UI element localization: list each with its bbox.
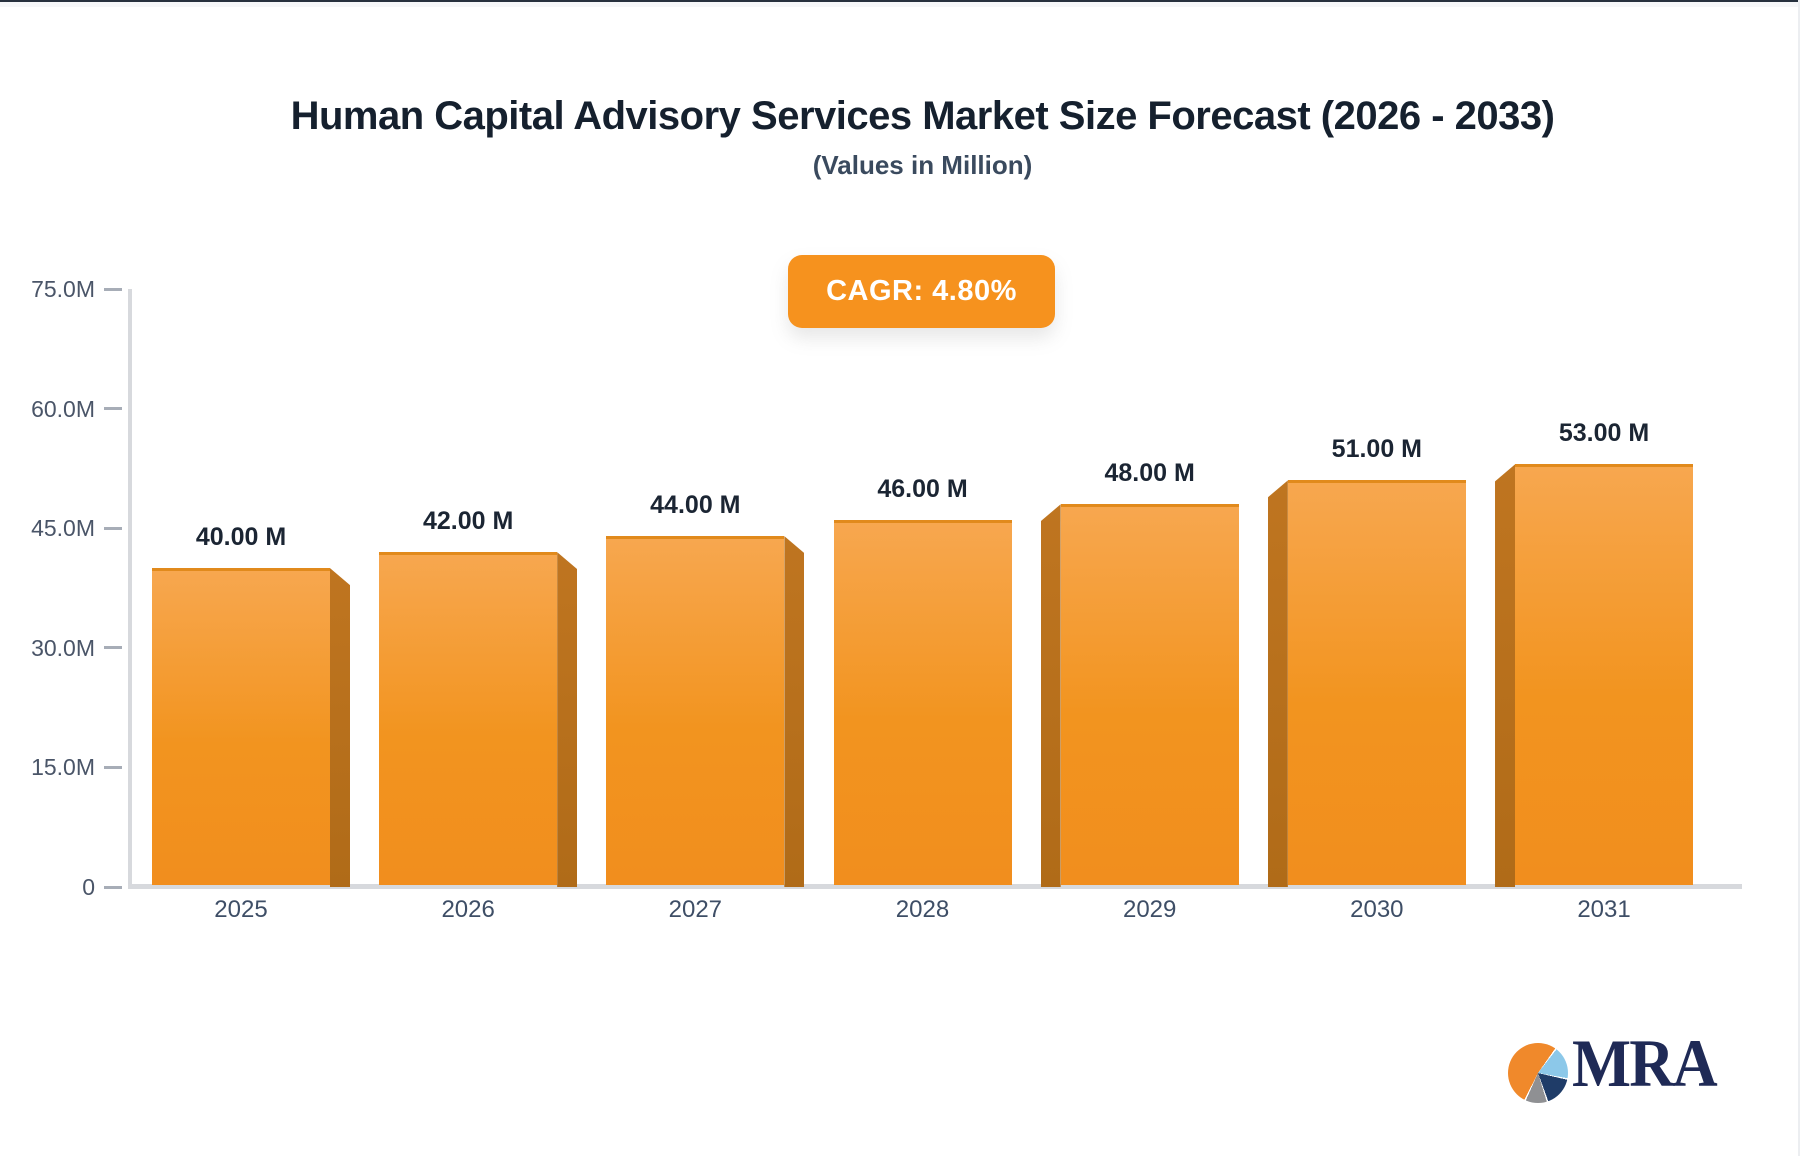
y-axis-tick-mark: [104, 287, 122, 291]
pie-chart-icon: [1508, 1043, 1568, 1103]
y-axis-tick-label: 30.0M: [31, 634, 95, 661]
bar-value-label-2030: 51.00 M: [1331, 435, 1423, 464]
screenshot-top-band: [0, 2, 1800, 7]
cagr-badge: CAGR: 4.80%: [788, 255, 1055, 328]
bar-3d-side-2025: [330, 568, 350, 887]
y-axis-tick-mark: [104, 526, 122, 530]
bar-value-label-2027: 44.00 M: [650, 491, 741, 520]
bar-2031[interactable]: [1515, 464, 1694, 885]
x-axis-label-2028: 2028: [895, 896, 950, 923]
bar-2030[interactable]: [1287, 480, 1466, 885]
x-axis-label-2027: 2027: [668, 896, 723, 923]
y-axis-tick-label: 75.0M: [31, 276, 95, 302]
bar-3d-side-2029: [1040, 504, 1061, 887]
bar-value-label-2028: 46.00 M: [877, 475, 968, 504]
bar-value-label-2026: 42.00 M: [422, 507, 514, 536]
y-axis-tick-label: 15.0M: [31, 754, 95, 781]
y-axis-tick-mark: [104, 885, 122, 889]
bar-2029[interactable]: [1060, 504, 1239, 885]
y-axis-line: [128, 289, 132, 889]
bar-3d-side-2031: [1495, 464, 1516, 887]
bar-value-label-2031: 53.00 M: [1558, 419, 1650, 448]
y-axis-tick-mark: [104, 646, 122, 650]
x-axis-baseline: [128, 884, 1742, 889]
y-axis-tick-label: 45.0M: [31, 515, 95, 542]
bar-2027[interactable]: [606, 536, 785, 885]
y-axis-tick-mark: [104, 765, 122, 769]
x-axis-label-2031: 2031: [1577, 896, 1631, 923]
x-axis-label-2026: 2026: [441, 896, 495, 923]
y-axis-tick-mark: [104, 407, 122, 411]
x-axis-label-2030: 2030: [1350, 896, 1404, 923]
logo-text: MRA: [1572, 1025, 1718, 1101]
mra-logo: MRA: [1494, 1025, 1754, 1120]
y-axis-tick-label: 0: [82, 874, 95, 900]
x-axis-label-2025: 2025: [214, 896, 268, 923]
chart-title: Human Capital Advisory Services Market S…: [290, 94, 1555, 138]
screenshot-top-border: [0, 0, 1800, 2]
x-axis-label-2029: 2029: [1122, 896, 1177, 923]
bar-3d-side-2026: [557, 552, 578, 887]
bar-value-label-2029: 48.00 M: [1104, 459, 1195, 488]
bar-2028[interactable]: [833, 520, 1012, 885]
chart-subtitle: (Values in Million): [812, 150, 1033, 180]
y-axis-tick-label: 60.0M: [31, 395, 95, 422]
bar-3d-side-2030: [1267, 480, 1288, 887]
screenshot-right-border: [1798, 0, 1800, 1156]
bar-value-label-2025: 40.00 M: [195, 523, 287, 552]
bar-2025[interactable]: [152, 568, 330, 885]
bar-3d-side-2027: [784, 536, 805, 887]
bar-2026[interactable]: [379, 552, 558, 885]
